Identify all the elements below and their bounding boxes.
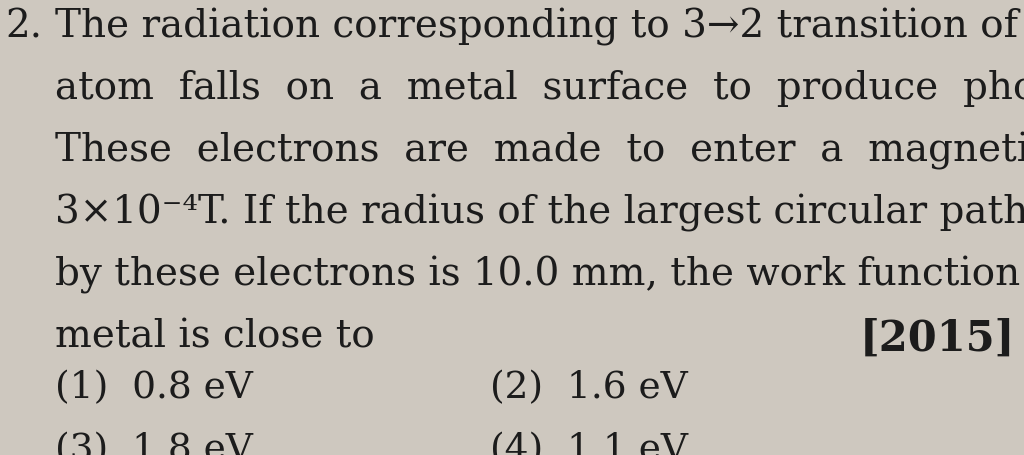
Text: The radiation corresponding to 3→2 transition of hydrogen: The radiation corresponding to 3→2 trans… xyxy=(55,8,1024,46)
Text: by these electrons is 10.0 mm, the work function of the: by these electrons is 10.0 mm, the work … xyxy=(55,255,1024,293)
Text: (4)  1.1 eV: (4) 1.1 eV xyxy=(490,431,688,455)
Text: [2015]: [2015] xyxy=(859,317,1015,359)
Text: (1)  0.8 eV: (1) 0.8 eV xyxy=(55,369,253,405)
Text: 3×10⁻⁴T. If the radius of the largest circular path followed: 3×10⁻⁴T. If the radius of the largest ci… xyxy=(55,193,1024,232)
Text: (3)  1.8 eV: (3) 1.8 eV xyxy=(55,431,253,455)
Text: (2)  1.6 eV: (2) 1.6 eV xyxy=(490,369,688,405)
Text: metal is close to: metal is close to xyxy=(55,317,375,354)
Text: atom  falls  on  a  metal  surface  to  produce  photoelectrons.: atom falls on a metal surface to produce… xyxy=(55,70,1024,107)
Text: 2.: 2. xyxy=(5,8,42,45)
Text: These  electrons  are  made  to  enter  a  magnetic  field  of: These electrons are made to enter a magn… xyxy=(55,131,1024,170)
